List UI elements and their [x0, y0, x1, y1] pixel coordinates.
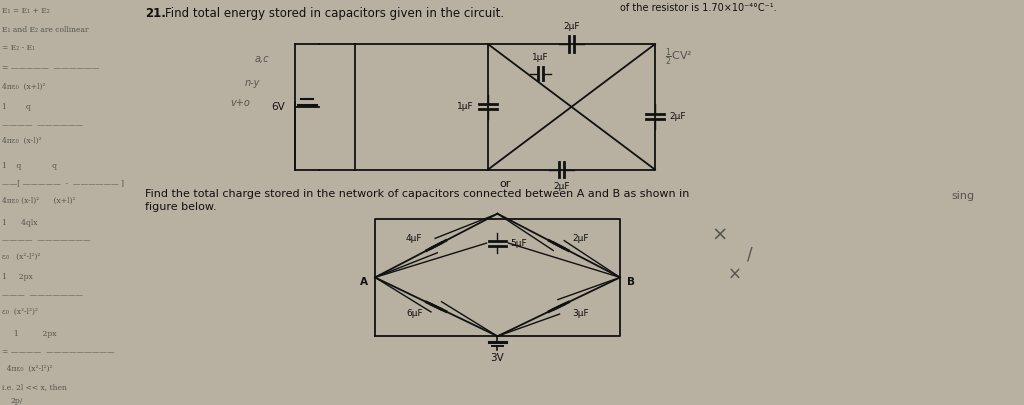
Text: ×: × [712, 226, 728, 245]
Text: ————  ———————: ———— ——————— [2, 236, 91, 244]
Text: 1μF: 1μF [531, 53, 548, 62]
Text: n-y: n-y [245, 79, 260, 88]
Text: 4πε₀  (x²-l²)²: 4πε₀ (x²-l²)² [2, 364, 52, 373]
Text: $\frac{1}{2}$CV²: $\frac{1}{2}$CV² [665, 46, 692, 68]
Text: B: B [627, 277, 635, 287]
Text: 6V: 6V [271, 102, 285, 112]
Text: a,c: a,c [255, 54, 269, 64]
Text: Find the total charge stored in the network of capacitors connected between A an: Find the total charge stored in the netw… [145, 189, 689, 212]
Text: or: or [500, 179, 511, 190]
Text: E₁ and E₂ are collinear: E₁ and E₂ are collinear [2, 26, 88, 34]
Text: 2μF: 2μF [563, 22, 580, 31]
Text: 4μF: 4μF [406, 234, 423, 243]
Text: 1        q: 1 q [2, 103, 31, 111]
Text: 4πε₀  (x+l)²: 4πε₀ (x+l)² [2, 83, 45, 91]
Text: Find total energy stored in capacitors given in the circuit.: Find total energy stored in capacitors g… [165, 7, 504, 20]
Text: of the resistor is 1.70×10⁻⁴°C⁻¹.: of the resistor is 1.70×10⁻⁴°C⁻¹. [620, 3, 776, 13]
Text: 2μF: 2μF [572, 234, 589, 243]
Text: 21.: 21. [145, 7, 166, 20]
Text: E₁ = E₁ + E₂: E₁ = E₁ + E₂ [2, 7, 50, 15]
Text: 6μF: 6μF [406, 309, 423, 318]
Text: 3V: 3V [490, 353, 505, 363]
Text: A: A [360, 277, 368, 287]
Text: 1    q             q: 1 q q [2, 162, 57, 170]
Text: = —————  ——————: = ————— —————— [2, 64, 99, 72]
Text: 2μF: 2μF [553, 182, 569, 191]
Text: ε₀   (x²-l²)²: ε₀ (x²-l²)² [2, 253, 40, 261]
Text: sing: sing [952, 191, 975, 201]
Text: ——[ —————  -  —————— ]: ——[ ————— - —————— ] [2, 179, 124, 188]
Text: = ————  —————————: = ———— ————————— [2, 348, 115, 356]
Text: 4πε₀ (x-l)²      (x+l)²: 4πε₀ (x-l)² (x+l)² [2, 197, 76, 205]
Text: ε₀  (x²-l²)²: ε₀ (x²-l²)² [2, 308, 38, 316]
Text: 1μF: 1μF [458, 102, 474, 111]
Text: 2p/: 2p/ [10, 397, 23, 405]
Text: v+o: v+o [230, 98, 250, 108]
Text: = E₂ - E₁: = E₂ - E₁ [2, 44, 35, 52]
Text: 4πε₀  (x-l)²: 4πε₀ (x-l)² [2, 137, 42, 145]
Text: 1          2px: 1 2px [2, 330, 56, 338]
Text: /: / [748, 246, 753, 264]
Text: 1     2px: 1 2px [2, 273, 33, 281]
Text: ———  ———————: ——— ——————— [2, 291, 83, 299]
Text: i.e. 2l << x, then: i.e. 2l << x, then [2, 383, 67, 391]
Text: ————  ——————: ———— —————— [2, 121, 83, 128]
Text: 3μF: 3μF [572, 309, 589, 318]
Text: 2μF: 2μF [669, 112, 685, 121]
Text: ×: × [728, 265, 742, 284]
Text: 5μF: 5μF [511, 239, 527, 247]
Text: 1      4qlx: 1 4qlx [2, 219, 38, 226]
